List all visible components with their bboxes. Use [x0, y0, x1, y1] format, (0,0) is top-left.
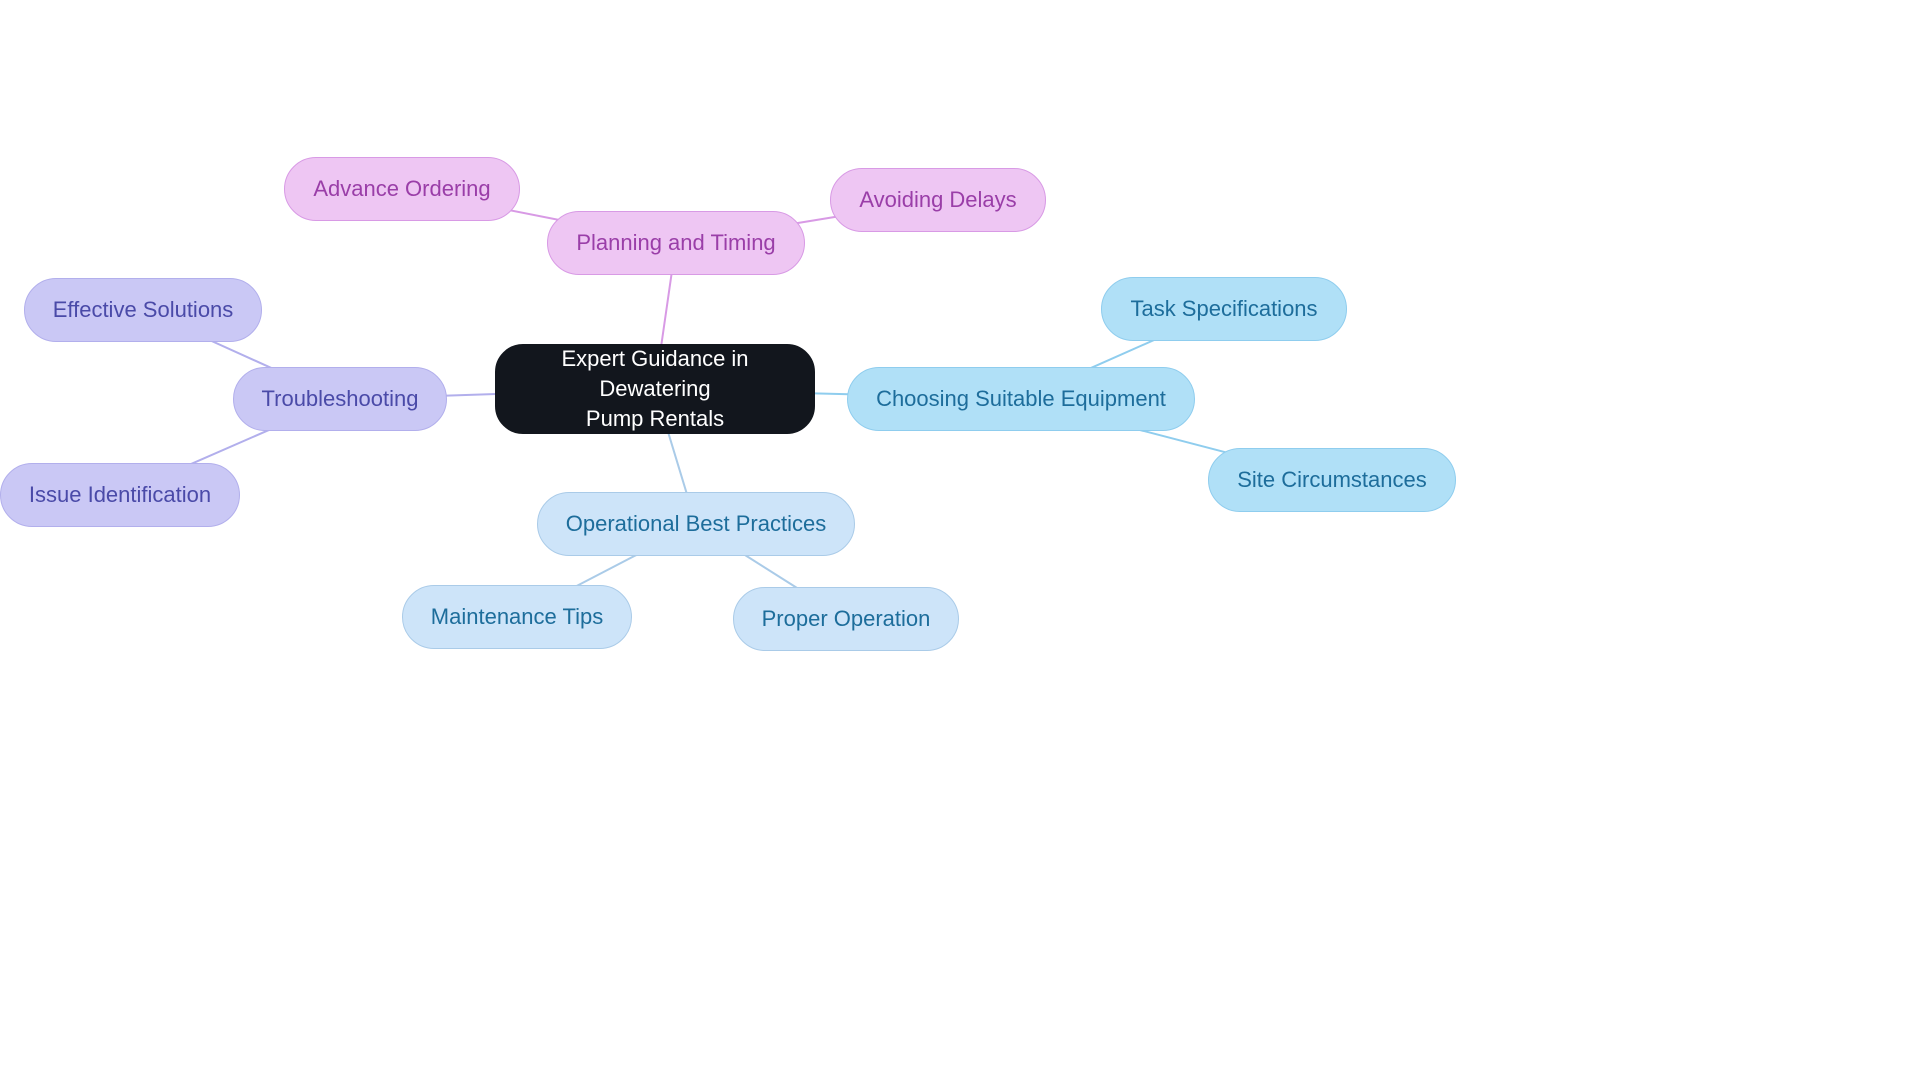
node-operational: Operational Best Practices [537, 492, 855, 556]
mindmap-diagram: Expert Guidance in DewateringPump Rental… [0, 0, 1920, 1083]
node-properop: Proper Operation [733, 587, 960, 651]
node-issueid: Issue Identification [0, 463, 240, 527]
edges-layer [0, 0, 1920, 1083]
node-choosing: Choosing Suitable Equipment [847, 367, 1195, 431]
node-advance: Advance Ordering [284, 157, 519, 221]
node-maint: Maintenance Tips [402, 585, 632, 649]
node-troubleshoot: Troubleshooting [233, 367, 448, 431]
node-taskspec: Task Specifications [1101, 277, 1346, 341]
node-center: Expert Guidance in DewateringPump Rental… [495, 344, 815, 434]
node-planning: Planning and Timing [547, 211, 804, 275]
node-effsol: Effective Solutions [24, 278, 263, 342]
node-sitecirc: Site Circumstances [1208, 448, 1456, 512]
node-delays: Avoiding Delays [830, 168, 1045, 232]
